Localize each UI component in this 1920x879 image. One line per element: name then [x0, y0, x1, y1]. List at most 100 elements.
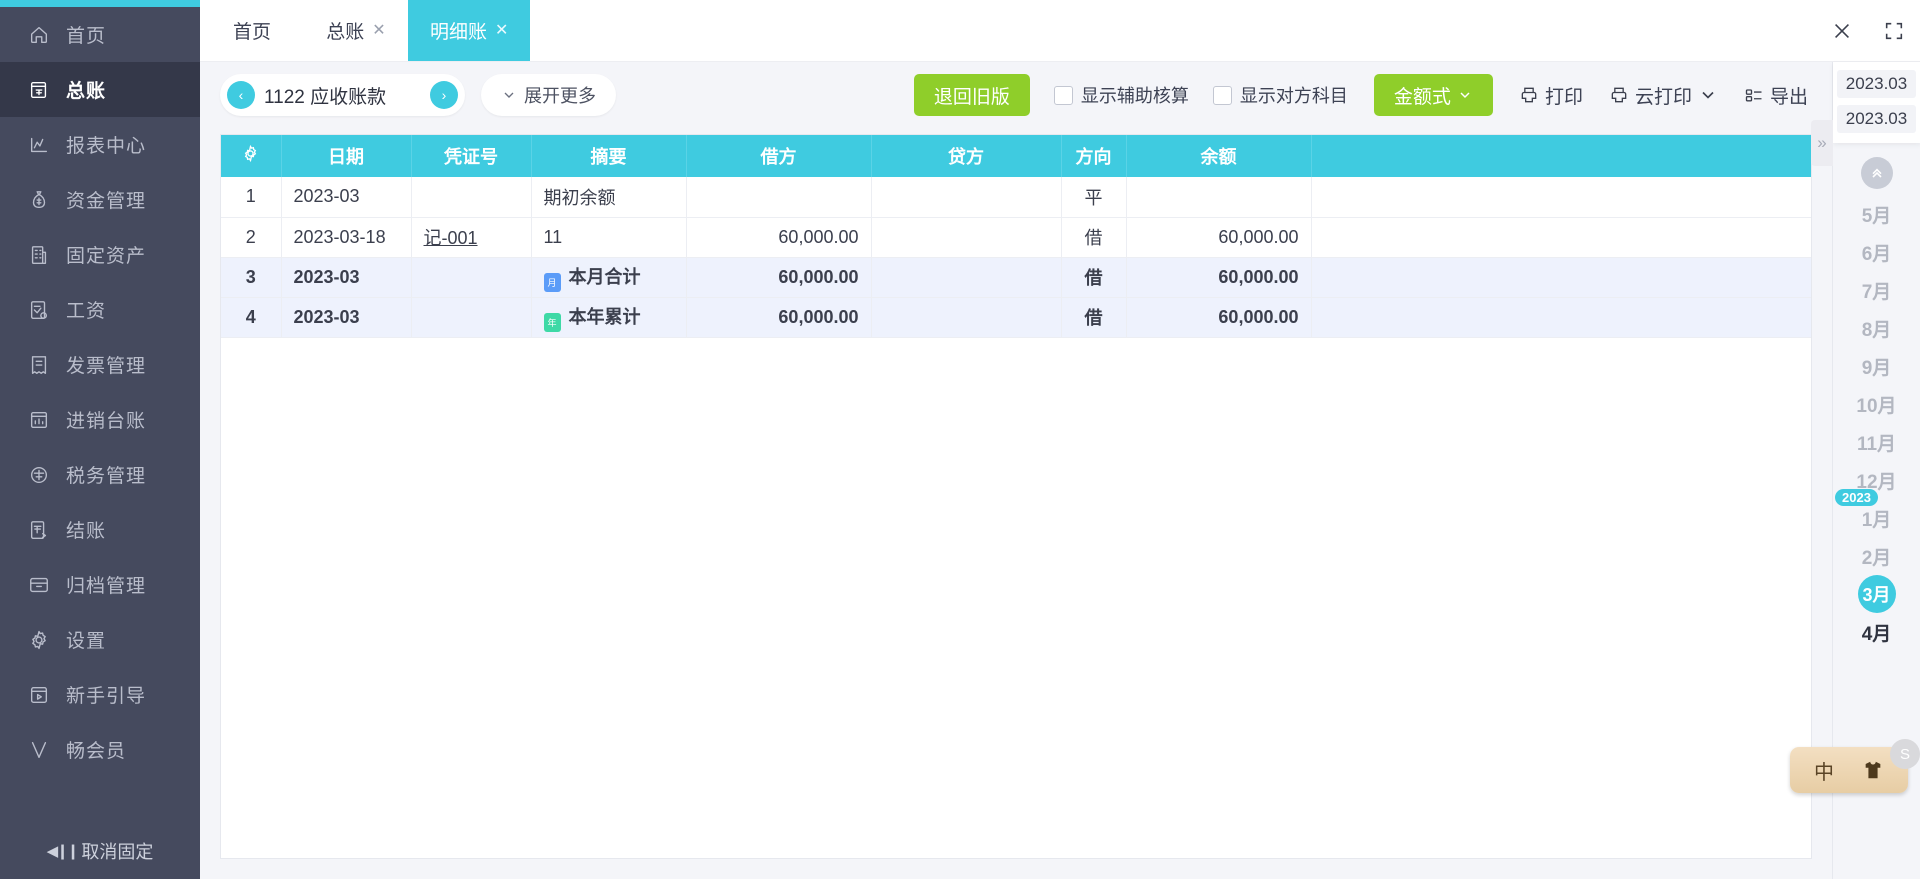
summary-badge-icon: 年	[543, 312, 561, 332]
close-button[interactable]	[1816, 0, 1868, 61]
sidebar-item-10[interactable]: 归档管理	[0, 557, 200, 612]
fullscreen-icon	[1885, 22, 1903, 39]
ime-mode-label[interactable]: 中	[1814, 761, 1834, 784]
show-counterpart-checkbox[interactable]: 显示对方科目	[1212, 82, 1348, 108]
shirt-icon[interactable]	[1862, 759, 1884, 781]
month-item-1月[interactable]: 2023 1月	[1833, 489, 1920, 537]
tab-bar: 首页 总账 ✕ 明细账 ✕	[200, 0, 1920, 62]
print-button[interactable]: 打印	[1519, 82, 1583, 109]
month-item-12月[interactable]: 12月	[1833, 461, 1920, 499]
next-account-icon[interactable]: ›	[430, 81, 458, 109]
main-column: 首页 总账 ✕ 明细账 ✕ ‹ 1122 应收账款 › 展开更多	[200, 0, 1920, 879]
month-label: 4月	[1861, 623, 1892, 645]
fullscreen-button[interactable]	[1868, 0, 1920, 61]
tab-close-icon[interactable]: ✕	[495, 21, 509, 39]
sidebar-item-13[interactable]: 畅会员	[0, 722, 200, 777]
ledger-panel: 日期 凭证号 摘要 借方 贷方 方向 余额 1 2023-03 期初余额平 2 2023-03-18…	[220, 134, 1812, 859]
settle-icon	[26, 517, 52, 543]
ime-tag-icon[interactable]: S	[1890, 739, 1920, 769]
month-label: 5月	[1861, 205, 1892, 227]
export-button[interactable]: 导出	[1744, 82, 1808, 109]
month-item-3月[interactable]: 3月	[1833, 575, 1920, 613]
sidebar-item-8[interactable]: 税务管理	[0, 447, 200, 502]
month-item-11月[interactable]: 11月	[1833, 423, 1920, 461]
month-item-6月[interactable]: 6月	[1833, 233, 1920, 271]
tab-1[interactable]: 总账 ✕	[304, 0, 408, 61]
sidebar-item-label: 报表中心	[66, 136, 147, 157]
month-item-2月[interactable]: 2月	[1833, 537, 1920, 575]
old-version-button[interactable]: 退回旧版	[913, 74, 1030, 116]
cell-balance: 60,000.00	[1126, 217, 1312, 258]
table-row[interactable]: 4 2023-03 年本年累计 60,000.00 借 60,000.00	[221, 297, 1811, 338]
cell-summary: 年本年累计	[531, 297, 687, 338]
tab-2[interactable]: 明细账 ✕	[408, 0, 531, 61]
voucher-link[interactable]: 记-001	[423, 228, 478, 248]
sidebar-item-label: 结账	[66, 521, 107, 542]
sidebar-item-label: 新手引导	[66, 686, 147, 707]
column-settings-button[interactable]	[221, 135, 282, 177]
expand-more-label: 展开更多	[524, 86, 596, 106]
month-label: 11月	[1856, 433, 1897, 455]
row-index: 4	[221, 297, 282, 338]
table-row[interactable]: 3 2023-03 月本月合计 60,000.00 借 60,000.00	[221, 257, 1811, 298]
month-label: 7月	[1861, 281, 1892, 303]
column-header-5: 贷方	[871, 135, 1062, 177]
sidebar-nav: 首页总账报表中心资金管理固定资产工资发票管理进销台账 税务管理结账归档管理 设置新手…	[0, 7, 200, 823]
month-item-7月[interactable]: 7月	[1833, 271, 1920, 309]
cell-extra	[1311, 297, 1811, 338]
checkbox-box-counterpart[interactable]	[1212, 85, 1232, 105]
column-header-8	[1311, 135, 1811, 177]
sidebar-item-6[interactable]: 发票管理	[0, 337, 200, 392]
rail-collapse-handle[interactable]: »	[1811, 120, 1833, 166]
sidebar-item-2[interactable]: 报表中心	[0, 117, 200, 172]
month-item-10月[interactable]: 10月	[1833, 385, 1920, 423]
chevron-down-icon	[1460, 92, 1470, 99]
sidebar-item-0[interactable]: 首页	[0, 7, 200, 62]
ime-widget[interactable]: 中 S	[1790, 739, 1920, 793]
table-row[interactable]: 1 2023-03 期初余额 平	[221, 177, 1811, 218]
checkbox-box-aux[interactable]	[1053, 85, 1073, 105]
sidebar-collapse-button[interactable]: ◀❙❙ 取消固定	[0, 823, 200, 879]
sidebar-item-4[interactable]: 固定资产	[0, 227, 200, 282]
month-item-9月[interactable]: 9月	[1833, 347, 1920, 385]
table-header-row: 日期 凭证号 摘要 借方 贷方 方向 余额	[221, 135, 1811, 177]
sidebar-item-3[interactable]: 资金管理	[0, 172, 200, 227]
account-selector[interactable]: ‹ 1122 应收账款 ›	[220, 74, 465, 116]
cell-date: 2023-03	[281, 257, 412, 298]
sidebar-item-5[interactable]: 工资	[0, 282, 200, 337]
sidebar-item-11[interactable]: 设置	[0, 612, 200, 667]
year-chip-list: 2023.03 2023.03	[1832, 62, 1920, 143]
cell-date: 2023-03	[281, 177, 412, 218]
month-item-4月[interactable]: 4月	[1833, 613, 1920, 651]
sidebar-item-7[interactable]: 进销台账	[0, 392, 200, 447]
invoice-icon	[26, 352, 52, 378]
table-row[interactable]: 2 2023-03-18 记-001 11 60,000.00 借 60,000.00	[221, 217, 1811, 258]
scroll-up-button[interactable]	[1860, 157, 1893, 189]
cell-credit	[871, 177, 1062, 218]
printer-icon	[1611, 87, 1627, 103]
account-name-label: 1122 应收账款	[264, 86, 387, 108]
year-chip-0[interactable]: 2023.03	[1836, 70, 1917, 98]
cell-direction: 借	[1061, 217, 1127, 258]
chart-icon	[26, 132, 52, 158]
sidebar-item-12[interactable]: 新手引导	[0, 667, 200, 722]
cloud-print-button[interactable]: 云打印	[1609, 82, 1718, 109]
amount-mode-button[interactable]: 金额式	[1373, 74, 1493, 116]
month-item-8月[interactable]: 8月	[1833, 309, 1920, 347]
tab-close-icon[interactable]: ✕	[372, 21, 386, 39]
show-aux-checkbox[interactable]: 显示辅助核算	[1053, 82, 1189, 108]
sidebar-item-1[interactable]: 总账	[0, 62, 200, 117]
building-icon	[26, 242, 52, 268]
sidebar-item-label: 固定资产	[66, 246, 147, 267]
expand-more-button[interactable]: 展开更多	[481, 74, 616, 116]
sidebar-item-label: 发票管理	[66, 356, 147, 377]
prev-account-icon[interactable]: ‹	[227, 81, 255, 109]
sidebar-item-label: 总账	[66, 81, 107, 102]
year-chip-1[interactable]: 2023.03	[1836, 105, 1917, 133]
cell-extra	[1311, 257, 1811, 298]
month-item-5月[interactable]: 5月	[1833, 195, 1920, 233]
sidebar-item-9[interactable]: 结账	[0, 502, 200, 557]
cell-credit	[871, 257, 1062, 298]
tab-0[interactable]: 首页	[200, 0, 304, 61]
